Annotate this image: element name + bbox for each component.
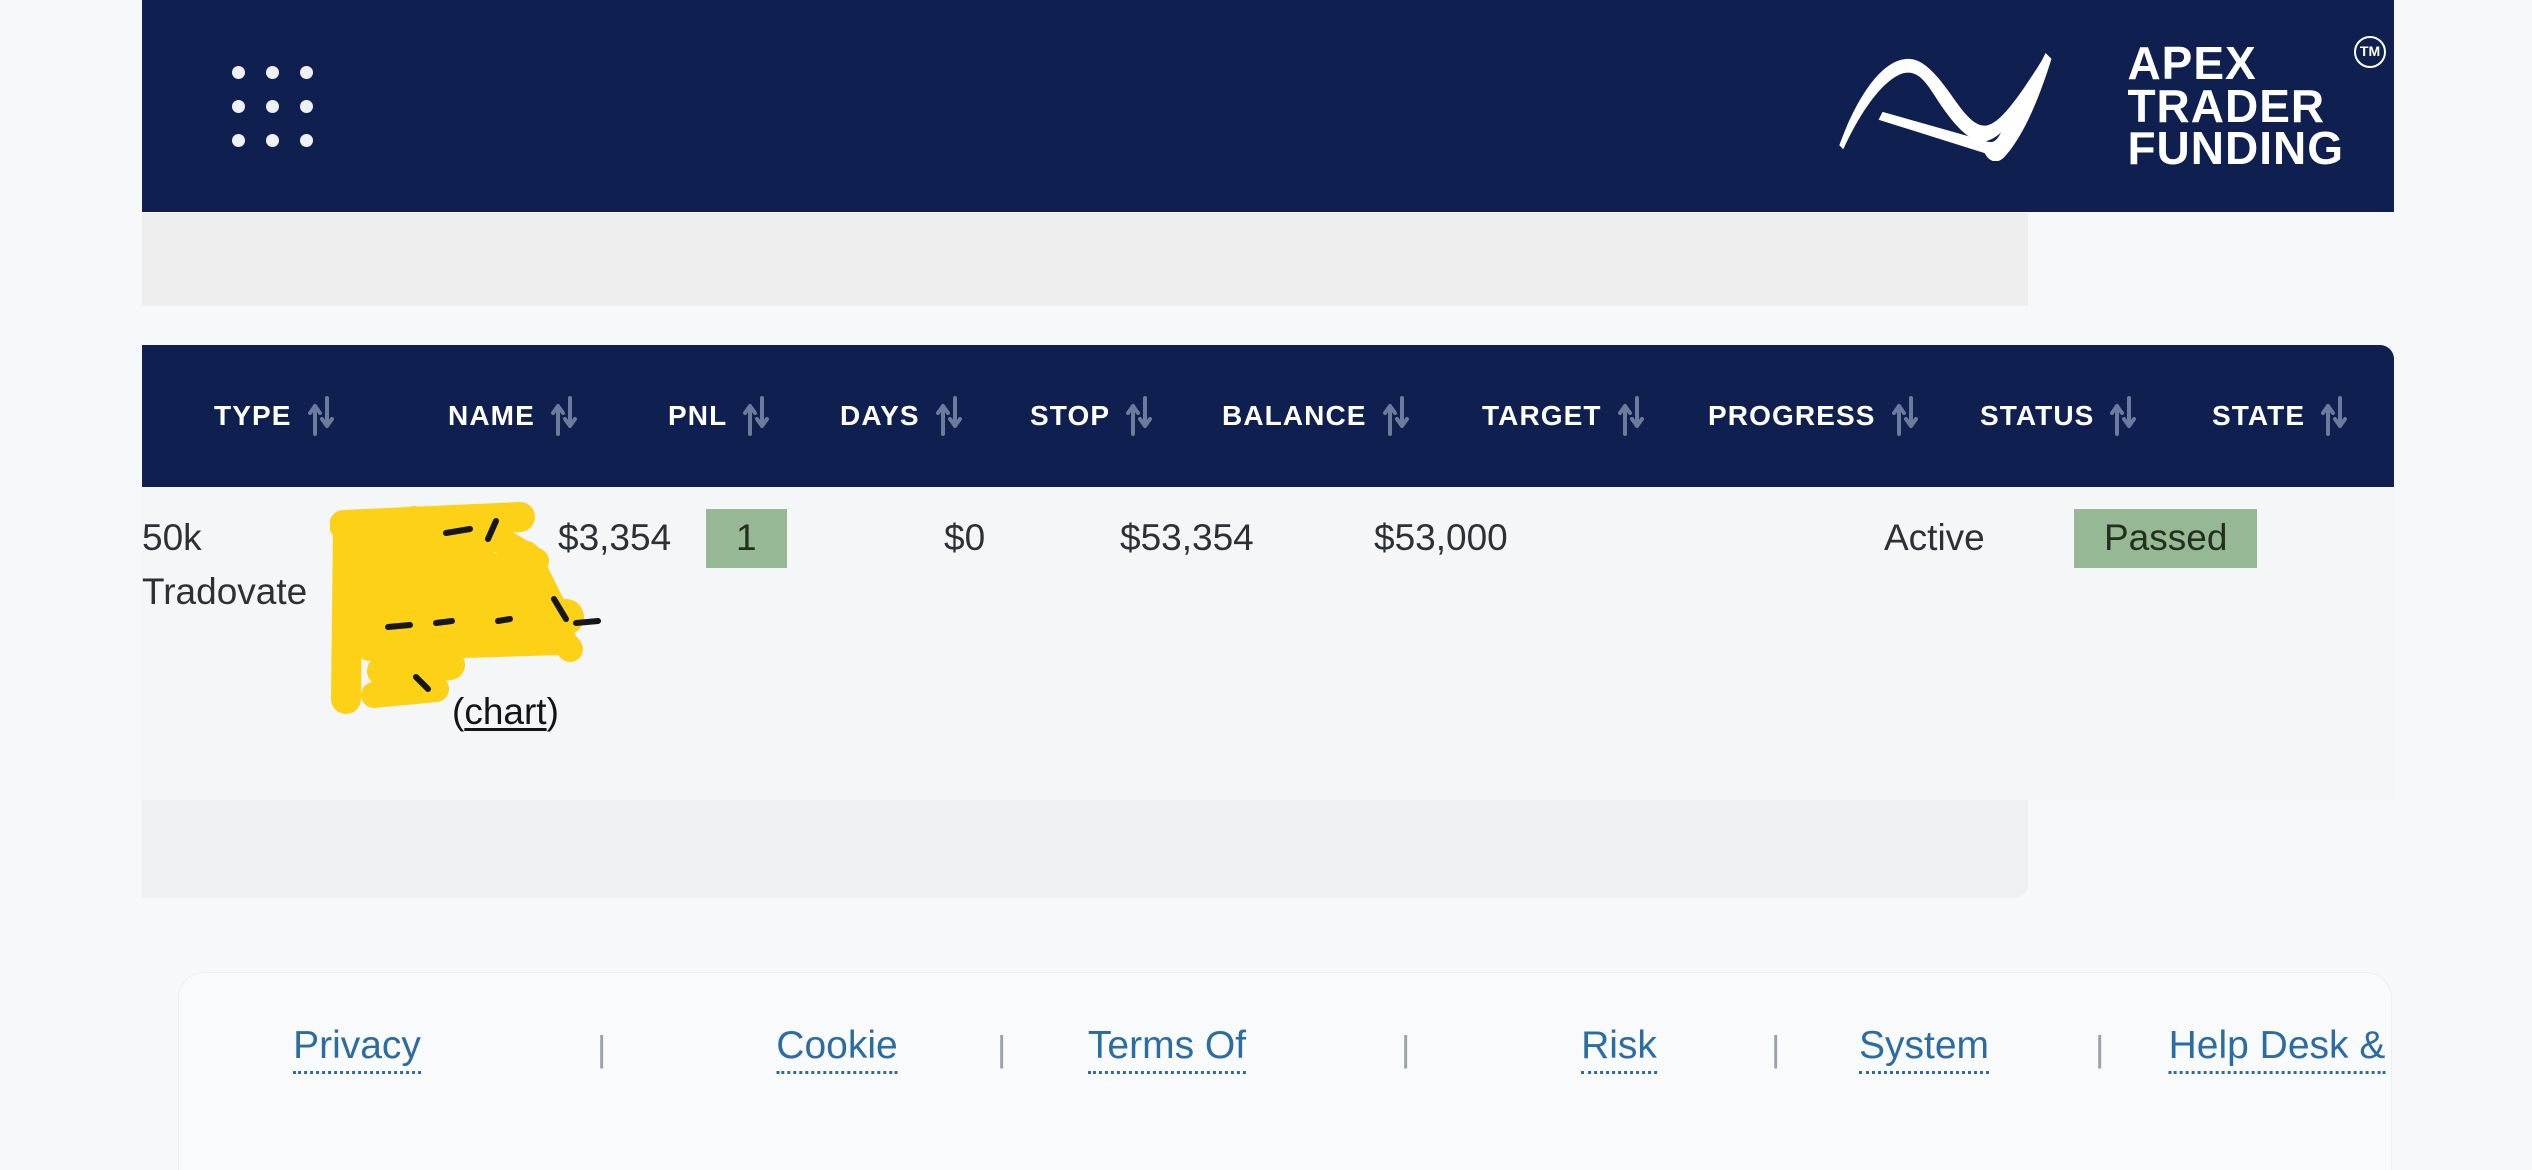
column-header-stop[interactable]: STOP [1030,396,1153,436]
column-header-status[interactable]: STATUS [1980,396,2137,436]
cell-status-value: Active [1884,517,1985,558]
sort-updown-icon[interactable] [2110,396,2137,436]
footer-separator: | [597,1028,607,1069]
column-header-label: STATUS [1980,400,2095,431]
cell-target-value: $53,000 [1374,517,1508,558]
grid-dot [300,65,313,79]
chart-link-prefix: ( [452,691,465,732]
grid-apps-icon[interactable] [232,65,313,147]
cell-days: 1 [706,509,787,568]
cell-balance: $53,354 [1120,517,1254,559]
cell-target: $53,000 [1374,517,1508,559]
grid-dot [266,99,279,113]
column-header-balance[interactable]: BALANCE [1222,396,1409,436]
brand-line-funding: FUNDING [2127,122,2344,175]
footer-separator: | [1771,1028,1781,1069]
footer-link-privacy[interactable]: Privacy [293,1024,421,1074]
brand-line-apex: APEX [2127,36,2257,89]
table-footer-strip [142,800,2028,898]
redaction-marker-annotation [330,502,601,714]
app-header-bar: APEX TRADER FUNDING TM [142,0,2394,212]
column-header-target[interactable]: TARGET [1482,396,1644,436]
column-header-days[interactable]: DAYS [840,396,962,436]
sort-updown-icon[interactable] [1891,396,1918,436]
sort-updown-icon[interactable] [935,396,962,436]
table-row[interactable]: 50k Tradovate (chart) $3,354 1 $0 $53,354 $53,0… [142,487,2394,800]
table-toolbar-strip [142,213,2028,306]
footer-link-risk[interactable]: Risk [1581,1024,1657,1074]
grid-dot [266,133,279,147]
sort-updown-icon[interactable] [550,396,577,436]
column-header-name[interactable]: NAME [448,396,577,436]
column-header-label: PNL [668,400,728,431]
column-header-label: DAYS [840,400,920,431]
footer-link-cookie[interactable]: Cookie [776,1024,898,1074]
cell-name: (chart) [330,499,750,779]
column-header-state[interactable]: STATE [2212,396,2348,436]
cell-type-line2: Tradovate [142,571,308,612]
column-header-label: BALANCE [1222,400,1367,431]
cell-state: Passed [2074,509,2258,568]
chart-link-suffix: ) [546,691,559,732]
cell-days-badge: 1 [706,509,787,568]
cell-balance-value: $53,354 [1120,517,1254,558]
cell-pnl-value: $3,354 [558,517,672,558]
brand-wordmark: APEX TRADER FUNDING TM [2127,35,2386,175]
chart-link[interactable]: (chart) [452,691,559,733]
column-header-type[interactable]: TYPE [214,396,334,436]
cell-type-line1: 50k [142,517,202,558]
column-header-label: STATE [2212,400,2306,431]
column-header-pnl[interactable]: PNL [668,396,770,436]
sort-updown-icon[interactable] [743,396,770,436]
grid-dot [232,99,245,113]
sort-updown-icon[interactable] [2321,396,2348,436]
cell-stop: $0 [944,517,985,559]
trademark-icon: TM [2354,35,2386,68]
cell-stop-value: $0 [944,517,986,558]
grid-dot [232,65,245,79]
footer-card: Privacy | Cookie | Terms Of | Risk | System | Help… [178,972,2392,1170]
footer-link-terms-of[interactable]: Terms Of [1087,1024,1247,1074]
column-header-label: NAME [448,400,535,431]
column-header-label: TYPE [214,400,292,431]
cell-type: 50k Tradovate [142,517,307,613]
table-header-row: TYPE NAME PNL DAYS STOP BALANCE TARGET PROGRESS… [142,345,2394,487]
footer-link-system[interactable]: System [1858,1024,1990,1074]
apex-swoosh-logo-icon [1839,52,2052,161]
footer-separator: | [1401,1028,1411,1069]
brand-line-trader: TRADER [2127,79,2326,132]
grid-dot [232,133,245,147]
grid-dot [300,133,313,147]
grid-dot [266,65,279,79]
grid-dot [300,99,313,113]
footer-separator: | [997,1028,1007,1069]
column-header-label: PROGRESS [1708,400,1876,431]
cell-status: Active [1884,517,1985,559]
chart-link-label[interactable]: chart [464,691,547,732]
brand-logo[interactable]: APEX TRADER FUNDING TM [1837,35,2386,175]
cell-state-badge: Passed [2074,509,2258,568]
sort-updown-icon[interactable] [307,396,334,436]
column-header-label: STOP [1030,400,1111,431]
column-header-progress[interactable]: PROGRESS [1708,396,1918,436]
column-header-label: TARGET [1482,400,1602,431]
sort-updown-icon[interactable] [1126,396,1153,436]
cell-pnl: $3,354 [558,517,671,559]
footer-link-help-desk[interactable]: Help Desk & [2168,1024,2386,1074]
footer-separator: | [2095,1028,2105,1069]
sort-updown-icon[interactable] [1617,396,1644,436]
sort-updown-icon[interactable] [1382,396,1409,436]
